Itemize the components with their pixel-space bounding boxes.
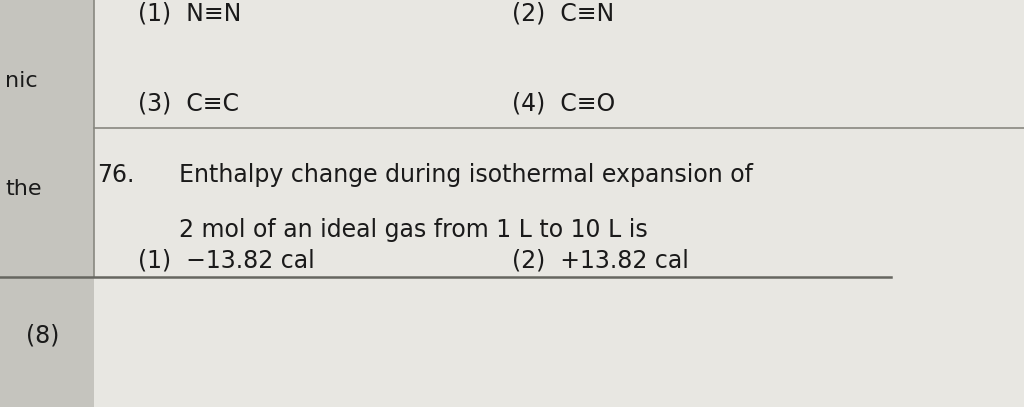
Text: the: the xyxy=(5,179,42,199)
Text: 2 mol of an ideal gas from 1 L to 10 L is: 2 mol of an ideal gas from 1 L to 10 L i… xyxy=(179,218,648,242)
Text: (8): (8) xyxy=(26,324,59,348)
Text: Enthalpy change during isothermal expansion of: Enthalpy change during isothermal expans… xyxy=(179,163,754,187)
Text: (4)  C≡O: (4) C≡O xyxy=(512,92,615,116)
Bar xyxy=(0,0,94,407)
Text: (1)  N≡N: (1) N≡N xyxy=(138,2,242,26)
Text: 76.: 76. xyxy=(97,163,134,187)
Text: (2)  C≡N: (2) C≡N xyxy=(512,2,614,26)
Text: nic: nic xyxy=(5,71,38,92)
Text: (3)  C≡C: (3) C≡C xyxy=(138,92,240,116)
Text: (1)  −13.82 cal: (1) −13.82 cal xyxy=(138,249,315,272)
Text: (2)  +13.82 cal: (2) +13.82 cal xyxy=(512,249,689,272)
